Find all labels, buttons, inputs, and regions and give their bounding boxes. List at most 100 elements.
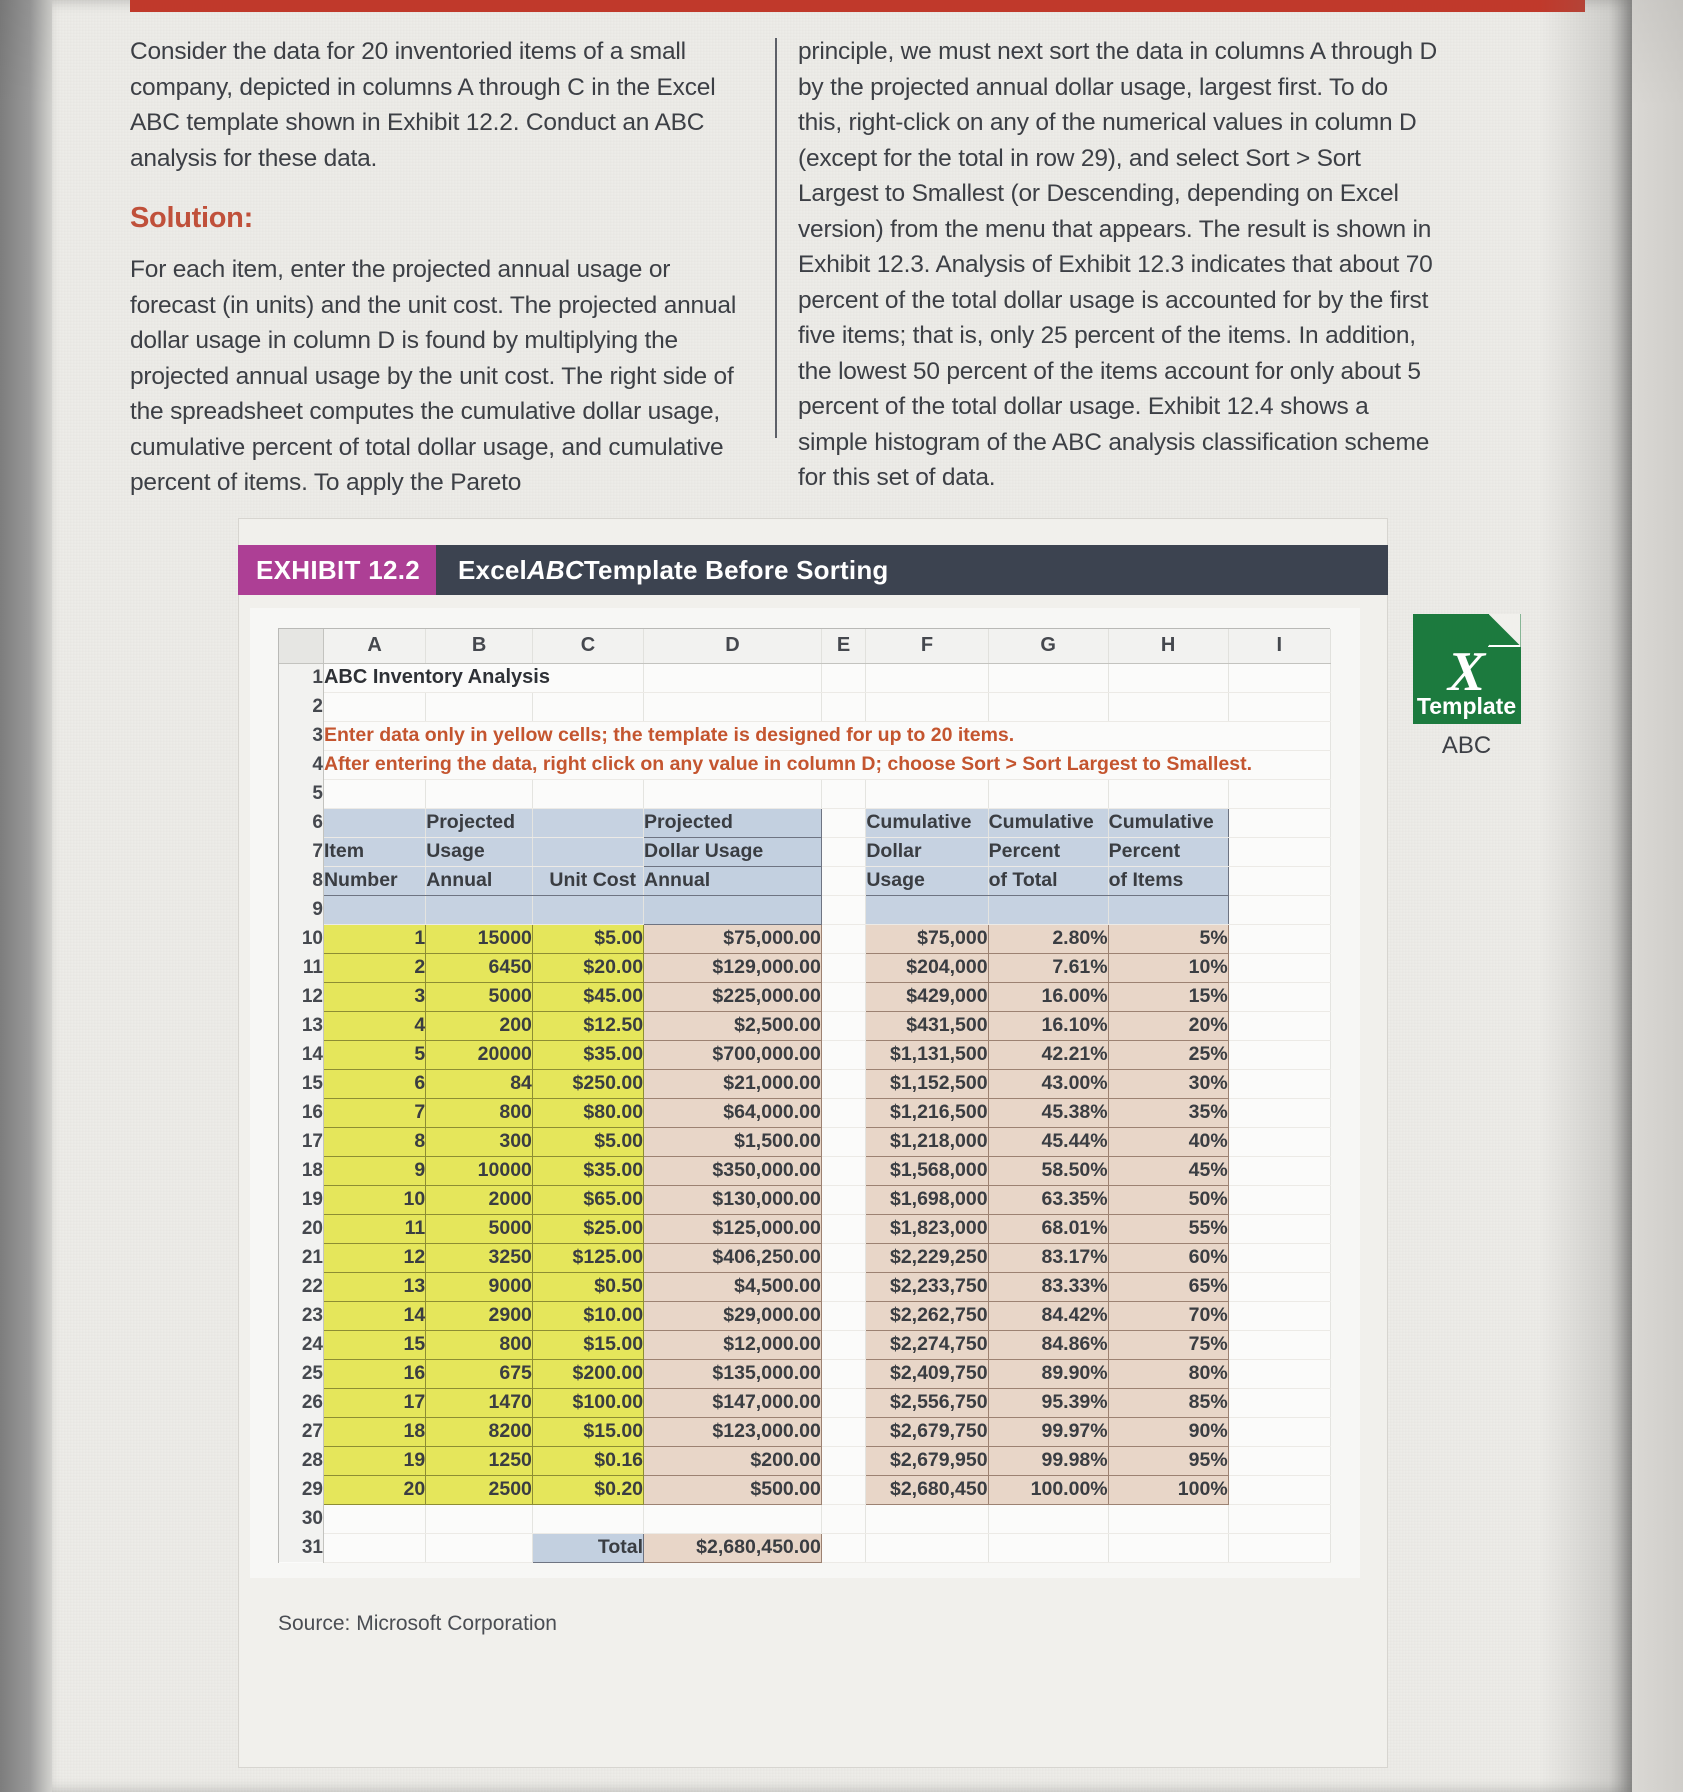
cell-unit-cost[interactable]: $12.50 (531, 1010, 645, 1041)
cell-cumulative-pct-items[interactable]: 90% (1107, 1416, 1229, 1447)
cell-spacer-i[interactable] (1228, 1214, 1332, 1244)
cell-g31[interactable] (988, 1533, 1109, 1563)
row-header-22[interactable]: 22 (279, 1272, 324, 1301)
cell-d2[interactable] (643, 692, 822, 722)
cell-cumulative-pct-total[interactable]: 84.86% (987, 1329, 1109, 1360)
cell-cumulative-pct-items[interactable]: 30% (1107, 1068, 1229, 1099)
cell-item-number[interactable]: 16 (322, 1358, 427, 1389)
column-header-f[interactable]: F (865, 629, 989, 664)
cell-spacer-e[interactable] (821, 1011, 867, 1041)
cell-cumulative-dollar[interactable]: $2,556,750 (865, 1387, 989, 1418)
cell-a3-instruction[interactable]: Enter data only in yellow cells; the tem… (323, 721, 1332, 751)
cell-projected-usage[interactable]: 9000 (425, 1271, 533, 1302)
cell-spacer-e[interactable] (821, 1156, 867, 1186)
cell-dollar-usage[interactable]: $125,000.00 (643, 1213, 822, 1244)
cell-cumulative-dollar[interactable]: $2,229,250 (865, 1242, 989, 1273)
cell-spacer-e[interactable] (821, 1185, 867, 1215)
cell-item-number[interactable]: 6 (322, 1068, 427, 1099)
cell-c8[interactable]: Unit Cost (532, 866, 645, 896)
cell-dollar-usage[interactable]: $2,500.00 (643, 1010, 822, 1041)
cell-spacer-e[interactable] (821, 924, 867, 954)
row-header-11[interactable]: 11 (279, 953, 324, 982)
cell-i30[interactable] (1228, 1504, 1332, 1534)
row-header-31[interactable]: 31 (279, 1533, 324, 1562)
cell-g8[interactable]: of Total (988, 866, 1109, 896)
column-header-i[interactable]: I (1228, 629, 1332, 664)
cell-f30[interactable] (865, 1504, 989, 1534)
row-header-2[interactable]: 2 (279, 692, 324, 721)
cell-dollar-usage[interactable]: $29,000.00 (643, 1300, 822, 1331)
cell-f6[interactable]: Cumulative (865, 807, 989, 838)
row-header-28[interactable]: 28 (279, 1446, 324, 1475)
cell-a6[interactable] (322, 807, 427, 838)
cell-cumulative-pct-total[interactable]: 2.80% (987, 923, 1109, 954)
cell-h6[interactable]: Cumulative (1108, 807, 1229, 838)
row-header-24[interactable]: 24 (279, 1330, 324, 1359)
cell-e1[interactable] (821, 663, 867, 693)
cell-item-number[interactable]: 17 (322, 1387, 427, 1418)
cell-spacer-e[interactable] (821, 1214, 867, 1244)
cell-i6[interactable] (1228, 808, 1332, 838)
cell-cumulative-pct-total[interactable]: 43.00% (987, 1068, 1109, 1099)
row-header-19[interactable]: 19 (279, 1185, 324, 1214)
cell-dollar-usage[interactable]: $350,000.00 (643, 1155, 822, 1186)
cell-h2[interactable] (1108, 692, 1229, 722)
cell-dollar-usage[interactable]: $130,000.00 (643, 1184, 822, 1215)
cell-h31[interactable] (1108, 1533, 1229, 1563)
cell-cumulative-pct-items[interactable]: 15% (1107, 981, 1229, 1012)
cell-cumulative-dollar[interactable]: $2,680,450 (865, 1474, 989, 1505)
cell-dollar-usage[interactable]: $123,000.00 (643, 1416, 822, 1447)
cell-spacer-i[interactable] (1228, 1359, 1332, 1389)
cell-dollar-usage[interactable]: $4,500.00 (643, 1271, 822, 1302)
cell-f7[interactable]: Dollar (865, 837, 989, 867)
cell-dollar-usage[interactable]: $135,000.00 (643, 1358, 822, 1389)
cell-spacer-i[interactable] (1228, 953, 1332, 983)
cell-g1[interactable] (988, 663, 1109, 693)
cell-a9[interactable] (322, 895, 427, 925)
cell-cumulative-pct-items[interactable]: 95% (1107, 1445, 1229, 1476)
column-header-h[interactable]: H (1108, 629, 1229, 664)
cell-dollar-usage[interactable]: $64,000.00 (643, 1097, 822, 1128)
cell-b5[interactable] (425, 779, 533, 809)
cell-item-number[interactable]: 14 (322, 1300, 427, 1331)
cell-projected-usage[interactable]: 675 (425, 1358, 533, 1389)
cell-spacer-i[interactable] (1228, 1301, 1332, 1331)
cell-item-number[interactable]: 8 (322, 1126, 427, 1157)
cell-projected-usage[interactable]: 5000 (425, 981, 533, 1012)
cell-cumulative-pct-total[interactable]: 45.44% (987, 1126, 1109, 1157)
cell-b8[interactable]: Annual (425, 866, 533, 896)
cell-h30[interactable] (1108, 1504, 1229, 1534)
cell-spacer-e[interactable] (821, 1098, 867, 1128)
cell-d7[interactable]: Dollar Usage (643, 836, 822, 867)
cell-spacer-e[interactable] (821, 1243, 867, 1273)
cell-d31-total-value[interactable]: $2,680,450.00 (643, 1532, 822, 1563)
cell-spacer-i[interactable] (1228, 1272, 1332, 1302)
cell-h5[interactable] (1108, 779, 1229, 809)
cell-spacer-i[interactable] (1228, 1098, 1332, 1128)
cell-item-number[interactable]: 18 (322, 1416, 427, 1447)
cell-spacer-i[interactable] (1228, 1446, 1332, 1476)
cell-item-number[interactable]: 4 (322, 1010, 427, 1041)
cell-spacer-i[interactable] (1228, 1011, 1332, 1041)
row-header-3[interactable]: 3 (279, 721, 324, 750)
row-header-6[interactable]: 6 (279, 808, 324, 837)
row-header-8[interactable]: 8 (279, 866, 324, 895)
cell-a2[interactable] (323, 692, 427, 722)
cell-cumulative-pct-total[interactable]: 16.00% (987, 981, 1109, 1012)
cell-cumulative-pct-total[interactable]: 95.39% (987, 1387, 1109, 1418)
row-header-18[interactable]: 18 (279, 1156, 324, 1185)
cell-projected-usage[interactable]: 84 (425, 1068, 533, 1099)
cell-projected-usage[interactable]: 1250 (425, 1445, 533, 1476)
cell-item-number[interactable]: 5 (322, 1039, 427, 1070)
row-header-23[interactable]: 23 (279, 1301, 324, 1330)
cell-dollar-usage[interactable]: $406,250.00 (643, 1242, 822, 1273)
cell-a31[interactable] (323, 1533, 427, 1563)
cell-cumulative-dollar[interactable]: $75,000 (865, 923, 989, 954)
cell-projected-usage[interactable]: 20000 (425, 1039, 533, 1070)
cell-d6[interactable]: Projected (643, 807, 822, 838)
cell-projected-usage[interactable]: 8200 (425, 1416, 533, 1447)
cell-unit-cost[interactable]: $125.00 (531, 1242, 645, 1273)
row-header-4[interactable]: 4 (279, 750, 324, 779)
cell-item-number[interactable]: 2 (322, 952, 427, 983)
cell-g7[interactable]: Percent (988, 837, 1109, 867)
